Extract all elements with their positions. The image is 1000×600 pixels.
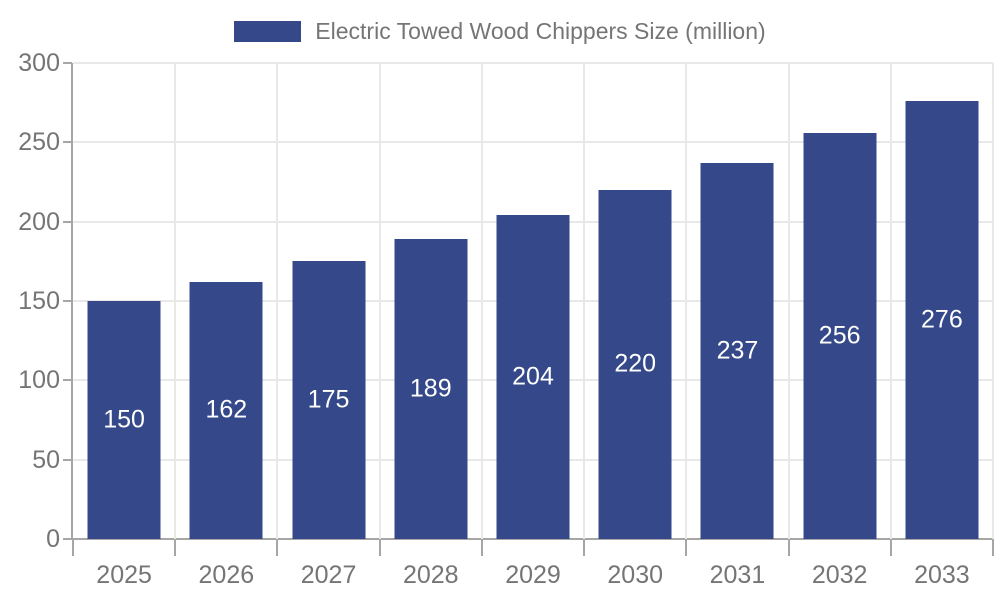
bar[interactable]: 276 (905, 101, 979, 539)
x-tick-label: 2031 (709, 561, 766, 589)
bar-value-label: 237 (716, 336, 759, 365)
gridline-vertical (276, 63, 279, 539)
y-tick-label: 50 (32, 445, 60, 474)
bar[interactable]: 189 (394, 239, 468, 539)
bar[interactable]: 150 (87, 301, 161, 539)
bar-value-label: 175 (307, 385, 350, 414)
gridline-vertical (174, 63, 177, 539)
gridline-vertical (685, 63, 688, 539)
bar-value-label: 204 (512, 362, 554, 391)
x-tick-label: 2027 (300, 561, 357, 589)
gridline-vertical (480, 63, 483, 539)
y-axis-tick (63, 220, 72, 223)
bar-value-label: 150 (103, 405, 145, 434)
x-axis-tick (174, 539, 177, 556)
gridline-vertical (889, 63, 892, 539)
y-axis-tick (63, 300, 72, 302)
y-tick-label: 250 (18, 128, 60, 157)
y-tick-label: 200 (18, 207, 60, 236)
x-axis-tick (685, 539, 688, 556)
x-tick-label: 2030 (607, 561, 664, 589)
y-tick-label: 100 (18, 366, 60, 395)
y-tick-label: 0 (46, 525, 60, 553)
x-tick-label: 2028 (402, 561, 459, 589)
y-axis-tick (63, 379, 72, 382)
x-axis-tick (992, 539, 994, 556)
gridline-vertical (378, 63, 381, 539)
gridline-vertical (583, 63, 586, 539)
y-tick-label: 300 (18, 49, 60, 77)
y-axis-tick (63, 538, 72, 540)
bar-value-label: 162 (205, 395, 248, 424)
bar-value-label: 256 (818, 321, 861, 350)
x-axis-tick (480, 539, 483, 556)
x-tick-label: 2026 (198, 561, 255, 589)
bar[interactable]: 204 (496, 215, 570, 539)
bar-value-label: 276 (921, 305, 963, 334)
y-axis-tick (63, 458, 72, 461)
bar-value-label: 220 (614, 349, 657, 378)
legend-swatch (234, 20, 302, 42)
bar[interactable]: 237 (700, 162, 774, 539)
gridline-horizontal (73, 141, 993, 144)
gridline-horizontal (73, 62, 993, 64)
y-axis-tick (63, 141, 72, 144)
y-tick-label: 150 (18, 287, 60, 315)
x-axis-tick (787, 539, 790, 556)
plot-area: 150 162 175 189 204 220 237 256 276 (73, 62, 994, 539)
gridline-vertical (787, 63, 790, 539)
x-axis-tick (378, 539, 381, 556)
bar[interactable]: 256 (803, 132, 877, 539)
x-tick-label: 2033 (914, 561, 970, 589)
bar-value-label: 189 (409, 374, 452, 403)
x-axis-tick (72, 539, 74, 556)
x-axis-tick (276, 539, 279, 556)
legend-label: Electric Towed Wood Chippers Size (milli… (315, 17, 766, 44)
x-axis-tick (889, 539, 892, 556)
bar[interactable]: 175 (292, 261, 366, 539)
y-axis-tick (63, 62, 72, 64)
x-axis-line (72, 538, 993, 540)
x-tick-label: 2029 (505, 561, 561, 589)
bar[interactable]: 162 (189, 281, 263, 539)
gridline-vertical (992, 63, 994, 539)
y-axis-line (71, 63, 73, 540)
x-tick-label: 2025 (96, 561, 152, 589)
legend-item[interactable]: Electric Towed Wood Chippers Size (milli… (0, 16, 1000, 46)
bar[interactable]: 220 (598, 189, 672, 539)
x-tick-label: 2032 (811, 561, 868, 589)
x-axis-tick (583, 539, 586, 556)
